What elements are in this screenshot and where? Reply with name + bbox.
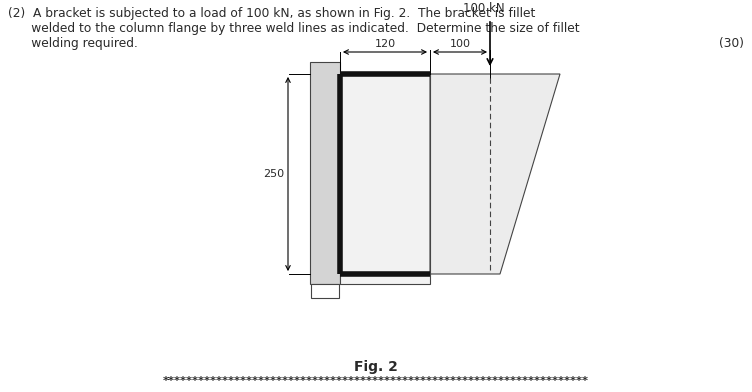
Bar xyxy=(310,62,340,284)
Bar xyxy=(311,284,339,298)
Text: 120: 120 xyxy=(374,39,396,49)
Polygon shape xyxy=(430,74,560,274)
Text: ***********************************************************************: ****************************************… xyxy=(163,376,589,386)
Bar xyxy=(340,274,430,284)
Text: welding required.: welding required. xyxy=(8,37,138,50)
Text: (30): (30) xyxy=(719,37,744,50)
Text: 100: 100 xyxy=(450,39,471,49)
Text: welded to the column flange by three weld lines as indicated.  Determine the siz: welded to the column flange by three wel… xyxy=(8,22,580,35)
Text: Fig. 2: Fig. 2 xyxy=(354,360,398,374)
Text: (2)  A bracket is subjected to a load of 100 kN, as shown in Fig. 2.  The bracke: (2) A bracket is subjected to a load of … xyxy=(8,7,535,20)
Text: 250: 250 xyxy=(263,169,284,179)
Bar xyxy=(340,74,430,274)
Text: 100 kN: 100 kN xyxy=(463,2,505,15)
